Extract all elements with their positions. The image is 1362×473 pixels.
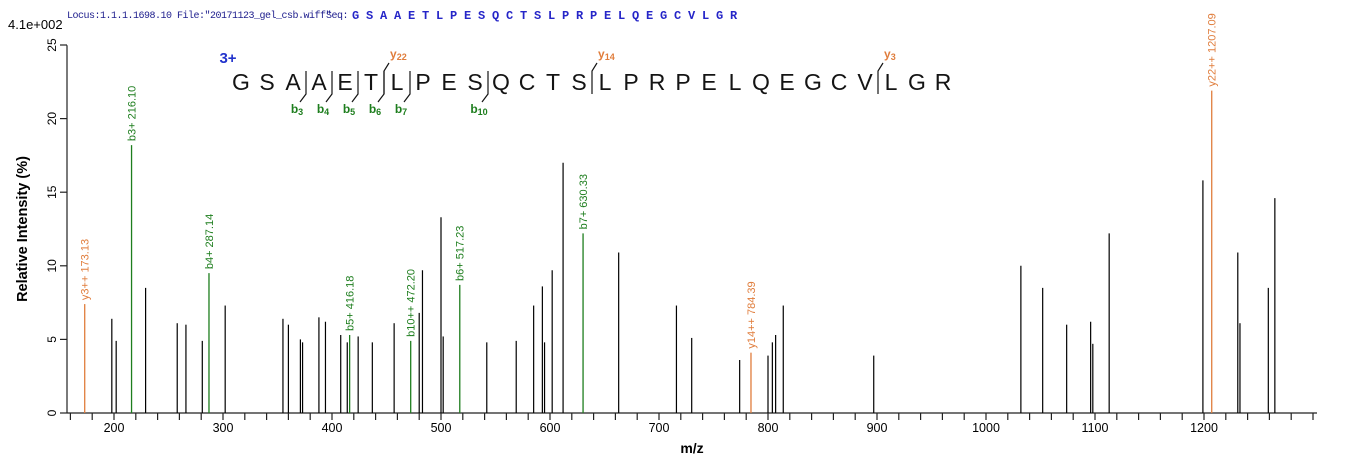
seq-label: Seq: xyxy=(326,11,349,22)
y-tick-label: 25 xyxy=(45,38,59,52)
y-ion-peak-label: y22++ 1207.09 xyxy=(1207,13,1219,86)
residue-letter: R xyxy=(649,69,666,95)
y-tick-label: 5 xyxy=(45,336,59,343)
b-ion-peak-label: b4+ 287.14 xyxy=(204,214,216,269)
y-ion-peak-label: y14++ 784.39 xyxy=(746,281,758,348)
residue-letter: C xyxy=(831,69,848,95)
fragment-mark-y xyxy=(383,62,390,94)
residue-letter: L xyxy=(391,69,404,95)
y-ion-label: y3 xyxy=(884,47,896,62)
residue-letter: P xyxy=(415,69,430,95)
b-ion-label: b6 xyxy=(369,102,381,117)
fragment-mark-b xyxy=(299,71,307,103)
residue-letter: P xyxy=(623,69,638,95)
residue-letter: P xyxy=(675,69,690,95)
fragment-mark-b xyxy=(403,71,411,103)
fragment-mark-y xyxy=(877,62,884,94)
sequence-text: GSAAETLPESQCTSLPRPELQEGCVLGR xyxy=(352,9,745,23)
y-axis-title: Relative Intensity (%) xyxy=(15,156,31,302)
residue-letter: G xyxy=(232,69,250,95)
x-tick-label: 300 xyxy=(213,421,234,435)
residue-letter: R xyxy=(935,69,952,95)
residue-letter: E xyxy=(337,69,352,95)
b-ion-label: b10 xyxy=(470,102,487,117)
residue-letter: S xyxy=(571,69,586,95)
residue-letter: E xyxy=(441,69,456,95)
y-ion-peak-label: y3++ 173.13 xyxy=(80,239,92,300)
residue-letter: L xyxy=(885,69,898,95)
x-tick-label: 900 xyxy=(867,421,888,435)
residue-letter: Q xyxy=(492,69,510,95)
x-tick-label: 1200 xyxy=(1190,421,1218,435)
residue-letter: L xyxy=(729,69,742,95)
x-tick-label: 700 xyxy=(649,421,670,435)
y-tick-label: 10 xyxy=(45,259,59,273)
x-tick-label: 200 xyxy=(104,421,125,435)
fragment-mark-b xyxy=(325,71,333,103)
charge-state-label: 3+ xyxy=(219,50,236,67)
residue-letter: A xyxy=(285,69,301,95)
residue-letter: V xyxy=(857,69,873,95)
residue-letter: A xyxy=(311,69,327,95)
max-intensity-label: 4.1e+002 xyxy=(8,17,63,32)
b-ion-peak-label: b5+ 416.18 xyxy=(344,276,356,331)
residue-letter: S xyxy=(467,69,482,95)
locus-file-label: Locus:1.1.1.1698.10 File:"20171123_gel_c… xyxy=(67,11,332,22)
b-ion-peak-label: b3+ 216.10 xyxy=(126,86,138,141)
fragment-mark-b xyxy=(351,71,359,103)
y-ion-label: y14 xyxy=(598,47,615,62)
x-tick-label: 1100 xyxy=(1082,421,1109,435)
x-axis-title: m/z xyxy=(680,440,703,456)
residue-letter: T xyxy=(546,69,560,95)
b-ion-peak-label: b6+ 517.23 xyxy=(455,226,467,281)
b-ion-label: b4 xyxy=(317,102,329,117)
residue-letter: Q xyxy=(752,69,770,95)
x-tick-label: 800 xyxy=(758,421,779,435)
residue-letter: G xyxy=(908,69,926,95)
residue-letter: E xyxy=(779,69,794,95)
b-ion-peak-label: b7+ 630.33 xyxy=(578,174,590,229)
fragment-mark-y xyxy=(591,62,598,94)
fragment-mark-b xyxy=(481,71,489,103)
x-tick-label: 400 xyxy=(322,421,343,435)
residue-letter: T xyxy=(364,69,378,95)
y-ion-label: y22 xyxy=(390,47,407,62)
b-ion-label: b7 xyxy=(395,102,407,117)
y-tick-label: 20 xyxy=(45,112,59,126)
x-tick-label: 600 xyxy=(540,421,561,435)
y-tick-label: 15 xyxy=(45,185,59,199)
x-tick-label: 500 xyxy=(431,421,452,435)
fragment-mark-b xyxy=(377,71,385,103)
x-tick-label: 1000 xyxy=(972,421,1000,435)
residue-letter: E xyxy=(701,69,716,95)
residue-letter: L xyxy=(599,69,612,95)
residue-letter: S xyxy=(259,69,274,95)
residue-letter: C xyxy=(519,69,536,95)
b-ion-label: b5 xyxy=(343,102,355,117)
y-tick-label: 0 xyxy=(45,409,59,416)
b-ion-peak-label: b10++ 472.20 xyxy=(405,269,417,337)
b-ion-label: b3 xyxy=(291,102,303,117)
residue-letter: G xyxy=(804,69,822,95)
